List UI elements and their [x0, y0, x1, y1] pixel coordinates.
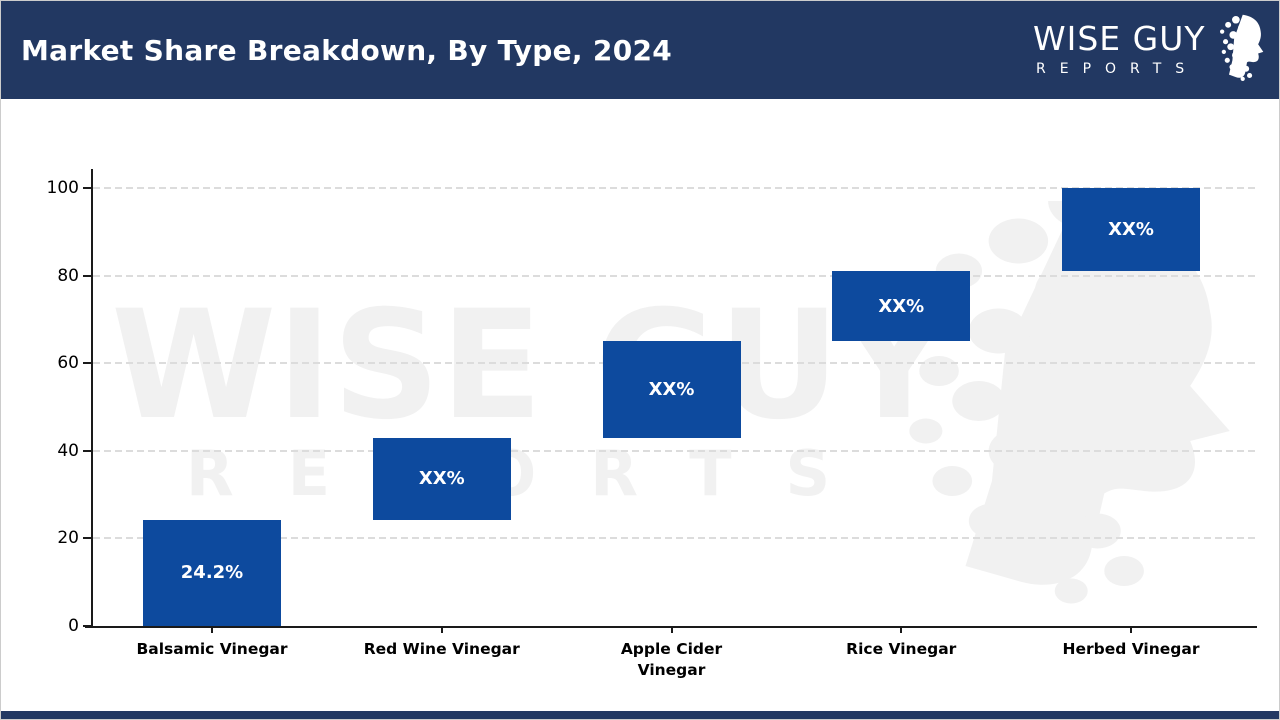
wise-guy-logo: WISE GUY REPORTS [1033, 11, 1265, 91]
y-tick-100 [83, 187, 91, 189]
gridline-40 [93, 449, 1257, 452]
logo-wordmark: WISE GUY [1033, 19, 1206, 58]
y-tick-label-100: 100 [46, 178, 79, 198]
y-tick-label-20: 20 [57, 528, 79, 549]
x-tick [670, 626, 673, 633]
x-tick [1130, 626, 1132, 633]
y-tick-0 [83, 625, 91, 627]
y-tick-label-80: 80 [57, 265, 79, 286]
category-label: Apple Cider Vinegar [620, 640, 723, 679]
gridline-100 [93, 187, 1257, 189]
footer-band [1, 711, 1279, 719]
category-label: Herbed Vinegar [1062, 640, 1200, 658]
bar-value-label: XX% [1108, 219, 1154, 241]
bar-segment: XX% [602, 341, 741, 438]
bar-value-label: 24.2% [180, 562, 244, 584]
bar-value-label: XX% [878, 295, 925, 317]
header-band: Market Share Breakdown, By Type, 2024 WI… [1, 1, 1279, 99]
watermark-head-graphic [896, 201, 1230, 604]
bar-segment: XX% [832, 271, 971, 342]
chart-title: Market Share Breakdown, By Type, 2024 [21, 33, 673, 67]
category-label: Balsamic Vinegar [136, 640, 288, 658]
x-tick [440, 626, 443, 633]
gridline-80 [93, 274, 1257, 277]
bar-value-label: XX% [418, 468, 465, 490]
x-tick [900, 626, 903, 633]
bar-value-label: XX% [648, 378, 695, 400]
y-tick-40 [83, 449, 91, 452]
y-tick-20 [83, 537, 91, 540]
bar-segment: XX% [372, 437, 511, 520]
bar-segment: XX% [1062, 188, 1200, 272]
y-axis-line [91, 169, 93, 628]
gridline-20 [93, 537, 1257, 540]
y-tick-label-60: 60 [57, 353, 79, 374]
x-tick [211, 626, 213, 633]
bar-segment: 24.2% [143, 520, 281, 626]
logo-subtext: REPORTS [1036, 61, 1199, 77]
y-tick-60 [83, 362, 91, 365]
y-tick-80 [83, 274, 91, 277]
category-label: Rice Vinegar [846, 640, 957, 658]
y-tick-label-40: 40 [57, 440, 79, 461]
plot-area: 0 20 40 60 80 100 24.2% Balsamic Vinegar XX% Red … [47, 169, 1257, 679]
dotted-head-icon [1220, 14, 1264, 81]
watermark-wordmark: WISE GUY [111, 279, 949, 453]
y-tick-label-0: 0 [68, 616, 79, 636]
category-label: Red Wine Vinegar [363, 640, 520, 658]
